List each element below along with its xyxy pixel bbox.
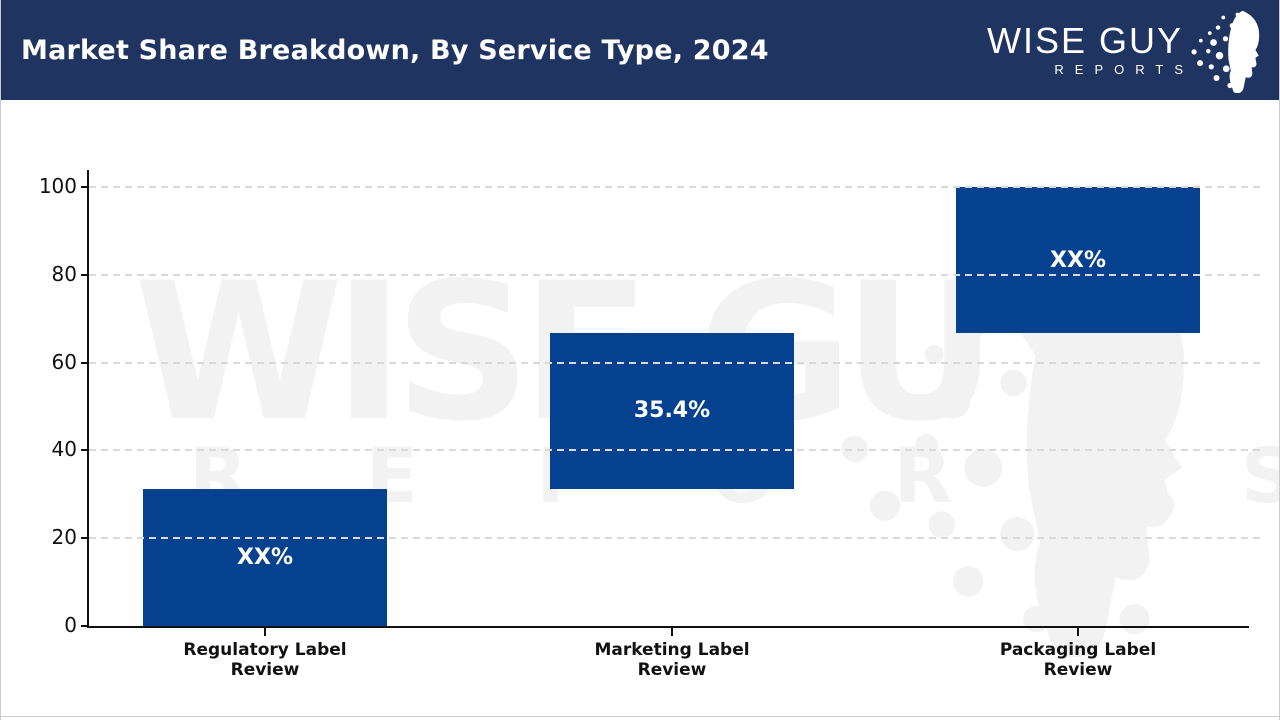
y-tick-60 — [81, 361, 88, 364]
gridline-y-100 — [89, 186, 1263, 188]
y-tick-40 — [81, 449, 88, 452]
x-tick-0 — [264, 628, 266, 636]
x-tick-2 — [1077, 628, 1079, 636]
y-axis-spine — [87, 170, 89, 628]
x-axis-label: Packaging Label Review — [999, 640, 1157, 680]
logo-text: WISE GUY REPORTS — [986, 20, 1183, 78]
y-tick-label-80: 80 — [51, 261, 77, 286]
wise-guy-reports-logo: WISE GUY REPORTS — [987, 7, 1279, 93]
y-tick-100 — [81, 186, 88, 188]
bar-value-label: 35.4% — [633, 398, 711, 424]
gridline-y-40 — [89, 449, 1263, 452]
bar-value-label: XX% — [1050, 247, 1106, 273]
bar-value-label: XX% — [237, 544, 293, 570]
logo-wordmark: WISE GUY — [986, 20, 1183, 61]
gridline-y-20 — [89, 537, 1263, 540]
y-tick-label-60: 60 — [51, 349, 77, 374]
dotted-head-logo-icon — [1191, 10, 1260, 93]
y-tick-20 — [81, 537, 88, 540]
x-axis-spine — [87, 626, 1249, 628]
header-bar: Market Share Breakdown, By Service Type,… — [1, 0, 1279, 100]
bar-segment: XX% — [956, 187, 1200, 334]
gridline-y-80 — [89, 273, 1263, 276]
y-tick-label-100: 100 — [38, 174, 77, 198]
bar-segment: XX% — [143, 488, 387, 626]
y-tick-80 — [81, 273, 88, 276]
gridline-y-60 — [89, 361, 1263, 364]
y-tick-label-20: 20 — [51, 525, 77, 550]
y-tick-label-0: 0 — [64, 613, 77, 637]
page-title: Market Share Breakdown, By Service Type,… — [21, 34, 769, 66]
y-tick-label-40: 40 — [51, 437, 77, 462]
x-axis-label: Marketing Label Review — [594, 640, 750, 680]
chart-region: XX% 35.4% XX% 0 20 40 60 80 100 Regulatory Label… — [1, 100, 1279, 716]
y-tick-0 — [81, 625, 88, 627]
x-axis-label: Regulatory Label Review — [183, 640, 347, 680]
logo-subtitle: REPORTS — [1054, 62, 1194, 77]
x-tick-1 — [671, 628, 673, 636]
footer-divider — [1, 716, 1279, 717]
plot-area: XX% 35.4% XX% — [89, 186, 1263, 626]
bar-segment: 35.4% — [550, 333, 794, 489]
